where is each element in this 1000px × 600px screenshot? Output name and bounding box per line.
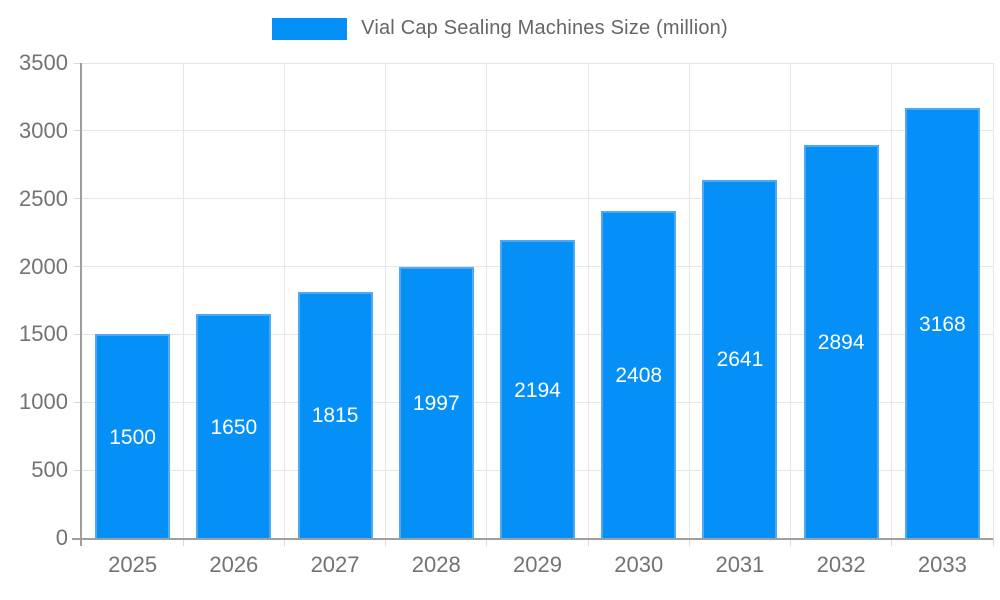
y-axis-tick-label: 2000	[19, 253, 68, 279]
x-axis-tick-label: 2032	[816, 552, 866, 577]
gridline-x	[790, 63, 792, 538]
x-tick-mark	[182, 538, 184, 546]
legend-swatch[interactable]	[272, 17, 348, 40]
y-axis-tick-label: 1000	[19, 389, 68, 415]
y-axis-line	[80, 63, 82, 546]
gridline-y	[82, 62, 993, 64]
bar-value-label: 1815	[311, 404, 359, 428]
bar-value-label: 2894	[817, 331, 865, 355]
gridline-x	[283, 63, 285, 538]
y-axis-tick-label: 2500	[19, 185, 68, 211]
x-axis-tick-label: 2029	[513, 552, 562, 577]
x-axis-tick-label: 2026	[209, 552, 259, 577]
x-axis-tick-label: 2025	[108, 552, 158, 577]
bar-value-label: 1650	[210, 415, 258, 439]
y-tick-mark	[74, 401, 82, 403]
x-tick-mark	[587, 538, 589, 546]
bar[interactable]: 2194	[500, 240, 575, 538]
y-tick-mark	[74, 198, 82, 200]
bar-value-label: 3168	[919, 312, 966, 336]
y-axis-tick-label: 3500	[19, 50, 68, 75]
y-tick-mark	[74, 469, 82, 471]
y-tick-mark	[74, 333, 82, 335]
gridline-y	[82, 130, 993, 132]
bar[interactable]: 1500	[95, 334, 171, 538]
y-axis-tick-label: 0	[55, 525, 68, 550]
bar-value-label: 2194	[514, 378, 561, 402]
plot-area: 0 500 1000 1500 2000 2500 3000 3500 1500 2025 1650…	[19, 50, 994, 577]
x-axis-line	[72, 538, 993, 540]
y-axis-tick-label: 500	[31, 457, 68, 483]
gridline-y	[82, 198, 993, 200]
gridline-x	[992, 63, 994, 538]
y-tick-mark	[74, 266, 82, 268]
y-tick-mark	[74, 130, 82, 132]
gridline-x	[182, 63, 184, 538]
bar[interactable]: 2408	[601, 211, 677, 538]
bar-value-label: 1500	[109, 425, 156, 449]
legend-label[interactable]: Vial Cap Sealing Machines Size (million)	[361, 17, 728, 39]
bar[interactable]: 3168	[904, 108, 980, 538]
gridline-x	[688, 63, 690, 538]
gridline-x	[385, 63, 387, 538]
bar[interactable]: 2641	[702, 179, 778, 538]
x-axis-tick-label: 2030	[614, 552, 664, 577]
x-axis-tick-label: 2028	[411, 552, 461, 577]
x-tick-mark	[790, 538, 792, 546]
bar[interactable]: 2894	[803, 145, 879, 538]
gridline-x	[891, 63, 893, 538]
bar-value-label: 2641	[716, 348, 764, 372]
y-axis-tick-label: 3000	[19, 117, 68, 143]
x-tick-mark	[992, 538, 994, 546]
y-tick-mark	[74, 62, 82, 64]
gridline-x	[486, 63, 488, 538]
x-tick-mark	[891, 538, 893, 546]
bar-value-label: 2408	[615, 364, 663, 388]
x-tick-mark	[688, 538, 690, 546]
x-axis-tick-label: 2033	[917, 552, 967, 577]
y-axis-tick-label: 1500	[19, 321, 68, 347]
bar[interactable]: 1997	[398, 266, 474, 538]
bar-value-label: 1997	[412, 391, 460, 415]
legend[interactable]: Vial Cap Sealing Machines Size (million)	[0, 17, 1000, 40]
x-tick-mark	[283, 538, 285, 546]
x-tick-mark	[486, 538, 488, 546]
bar[interactable]: 1815	[297, 291, 373, 538]
x-tick-mark	[385, 538, 387, 546]
x-axis-tick-label: 2027	[310, 552, 360, 577]
bar[interactable]: 1650	[196, 314, 272, 538]
x-axis-tick-label: 2031	[715, 552, 765, 577]
gridline-x	[587, 63, 589, 538]
